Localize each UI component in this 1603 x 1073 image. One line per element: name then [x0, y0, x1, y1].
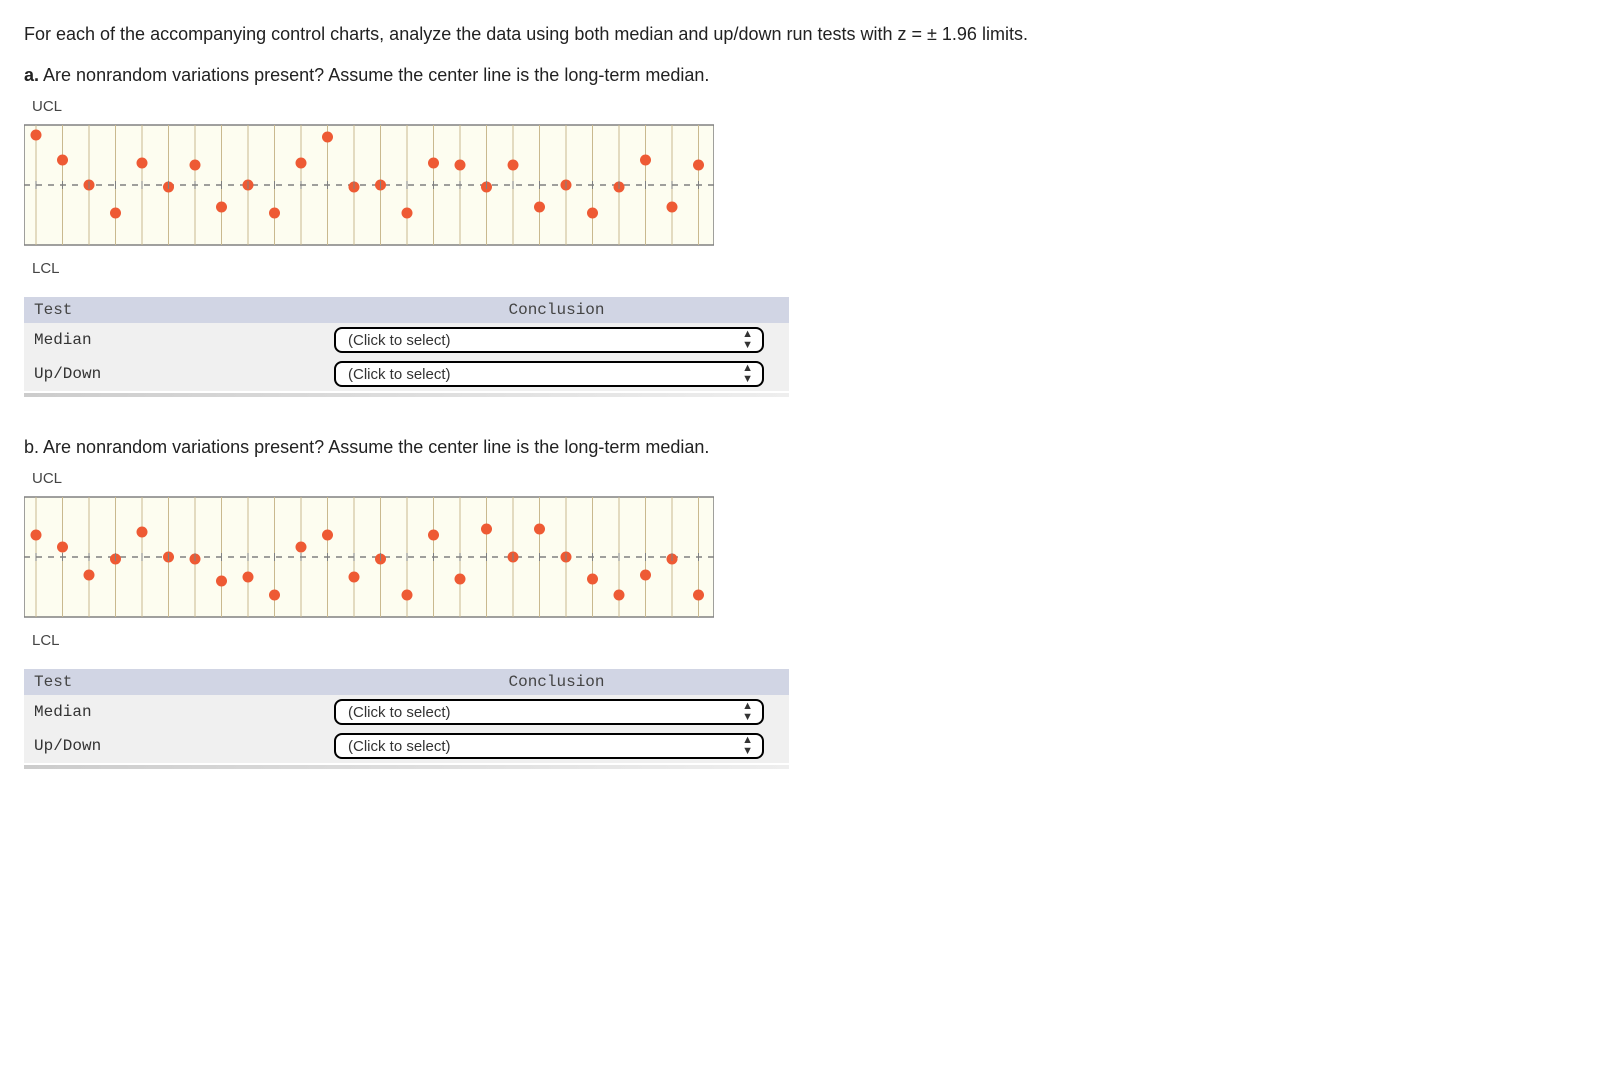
header-test: Test	[24, 297, 324, 323]
part-a-text: Are nonrandom variations present? Assume…	[43, 65, 709, 85]
median-select-b[interactable]: (Click to select) ▲▼	[334, 699, 764, 725]
updown-select-a[interactable]: (Click to select) ▲▼	[334, 361, 764, 387]
table-row: Up/Down (Click to select) ▲▼	[24, 357, 789, 391]
chevron-up-down-icon: ▲▼	[742, 329, 752, 351]
answer-table-b-wrap: Test Conclusion Median (Click to select)…	[24, 669, 789, 769]
updown-select-b[interactable]: (Click to select) ▲▼	[334, 733, 764, 759]
lcl-label-a: LCL	[32, 260, 1579, 277]
part-b-question: b. Are nonrandom variations present? Ass…	[24, 437, 1579, 458]
ucl-label-a: UCL	[32, 98, 1579, 115]
header-conclusion: Conclusion	[324, 297, 789, 323]
select-placeholder: (Click to select)	[348, 704, 451, 721]
select-placeholder: (Click to select)	[348, 332, 451, 349]
row-median-label: Median	[24, 323, 324, 357]
row-updown-label: Up/Down	[24, 357, 324, 391]
control-chart-a	[24, 115, 714, 255]
answer-table-a-wrap: Test Conclusion Median (Click to select)…	[24, 297, 789, 397]
median-select-a[interactable]: (Click to select) ▲▼	[334, 327, 764, 353]
chart-b-block: UCL LCL	[24, 470, 1579, 649]
table-bottom-rule	[24, 393, 789, 397]
table-header-row: Test Conclusion	[24, 297, 789, 323]
part-b-text: Are nonrandom variations present? Assume…	[43, 437, 709, 457]
header-conclusion: Conclusion	[324, 669, 789, 695]
chevron-up-down-icon: ▲▼	[742, 363, 752, 385]
intro-text: For each of the accompanying control cha…	[24, 24, 1579, 45]
header-test: Test	[24, 669, 324, 695]
chart-a-block: UCL LCL	[24, 98, 1579, 277]
part-a-label: a.	[24, 65, 39, 85]
select-placeholder: (Click to select)	[348, 366, 451, 383]
row-median-label: Median	[24, 695, 324, 729]
chevron-up-down-icon: ▲▼	[742, 735, 752, 757]
table-row: Up/Down (Click to select) ▲▼	[24, 729, 789, 763]
lcl-label-b: LCL	[32, 632, 1579, 649]
part-a-question: a. Are nonrandom variations present? Ass…	[24, 65, 1579, 86]
part-b-label: b.	[24, 437, 39, 457]
select-placeholder: (Click to select)	[348, 738, 451, 755]
control-chart-b	[24, 487, 714, 627]
table-header-row: Test Conclusion	[24, 669, 789, 695]
answer-table-b: Test Conclusion Median (Click to select)…	[24, 669, 789, 763]
table-bottom-rule	[24, 765, 789, 769]
row-updown-label: Up/Down	[24, 729, 324, 763]
table-row: Median (Click to select) ▲▼	[24, 323, 789, 357]
chevron-up-down-icon: ▲▼	[742, 701, 752, 723]
ucl-label-b: UCL	[32, 470, 1579, 487]
answer-table-a: Test Conclusion Median (Click to select)…	[24, 297, 789, 391]
table-row: Median (Click to select) ▲▼	[24, 695, 789, 729]
